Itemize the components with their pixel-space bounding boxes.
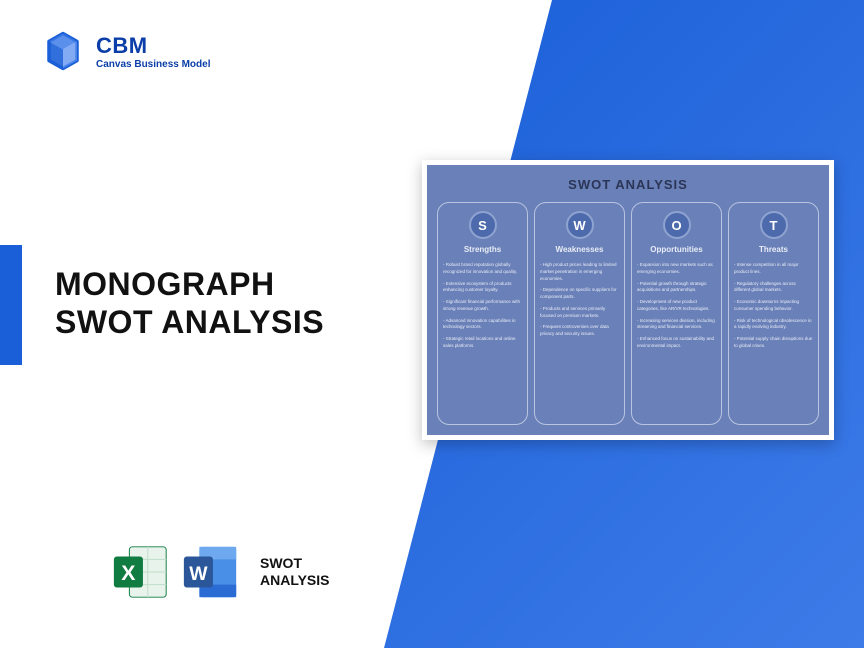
svg-text:X: X: [121, 561, 136, 585]
logo-text: CBM Canvas Business Model: [96, 33, 210, 70]
swot-label-line-1: SWOT: [260, 555, 330, 572]
swot-items-strengths: - Robust brand reputation globally recog…: [443, 262, 522, 355]
swot-col-weaknesses: W Weaknesses - High product prices leadi…: [534, 202, 625, 425]
swot-letter-o: O: [663, 211, 691, 239]
swot-col-opportunities: O Opportunities - Expansion into new mar…: [631, 202, 722, 425]
excel-icon: X: [110, 541, 172, 603]
swot-analysis-panel: SWOT ANALYSIS S Strengths - Robust brand…: [422, 160, 834, 440]
left-accent-bar: [0, 245, 22, 365]
swot-grid: S Strengths - Robust brand reputation gl…: [437, 202, 819, 425]
swot-heading-threats: Threats: [759, 245, 788, 254]
swot-heading-opportunities: Opportunities: [650, 245, 702, 254]
swot-heading-weaknesses: Weaknesses: [556, 245, 604, 254]
swot-heading-strengths: Strengths: [464, 245, 501, 254]
header-logo: CBM Canvas Business Model: [42, 30, 210, 72]
brand-name: CBM: [96, 33, 210, 59]
svg-text:W: W: [189, 563, 208, 585]
page-title: MONOGRAPH SWOT ANALYSIS: [55, 265, 324, 342]
swot-label-line-2: ANALYSIS: [260, 572, 330, 589]
brand-tagline: Canvas Business Model: [96, 59, 210, 70]
word-icon: W: [180, 541, 242, 603]
file-icons-row: X W SWOT ANALYSIS: [110, 541, 330, 603]
cbm-logo-icon: [42, 30, 84, 72]
swot-letter-s: S: [469, 211, 497, 239]
swot-col-strengths: S Strengths - Robust brand reputation gl…: [437, 202, 528, 425]
swot-letter-w: W: [566, 211, 594, 239]
swot-items-weaknesses: - High product prices leading to limited…: [540, 262, 619, 343]
swot-items-threats: - Intense competition in all major produ…: [734, 262, 813, 355]
swot-label: SWOT ANALYSIS: [260, 555, 330, 589]
swot-panel-title: SWOT ANALYSIS: [437, 177, 819, 192]
title-line-2: SWOT ANALYSIS: [55, 303, 324, 341]
swot-col-threats: T Threats - Intense competition in all m…: [728, 202, 819, 425]
swot-items-opportunities: - Expansion into new markets such as eme…: [637, 262, 716, 355]
title-line-1: MONOGRAPH: [55, 265, 324, 303]
swot-letter-t: T: [760, 211, 788, 239]
